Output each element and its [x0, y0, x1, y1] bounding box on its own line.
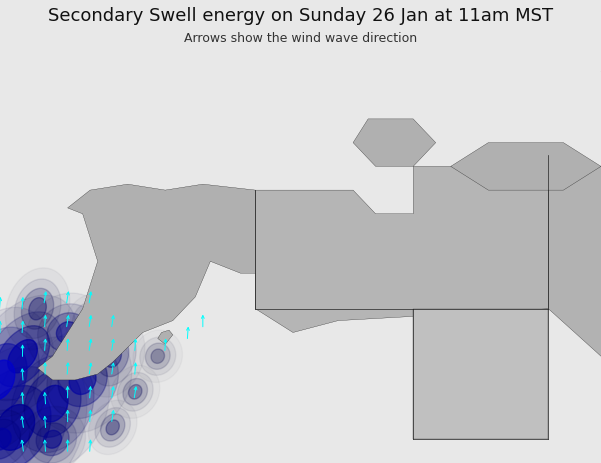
Polygon shape: [0, 367, 67, 463]
Polygon shape: [29, 415, 76, 463]
Polygon shape: [129, 385, 142, 399]
Polygon shape: [0, 344, 87, 463]
Polygon shape: [145, 344, 170, 369]
Polygon shape: [84, 314, 97, 328]
Polygon shape: [22, 289, 53, 330]
Polygon shape: [0, 405, 35, 450]
Polygon shape: [123, 379, 147, 405]
Polygon shape: [255, 167, 549, 333]
Polygon shape: [38, 304, 97, 361]
Text: Arrows show the wind wave direction: Arrows show the wind wave direction: [184, 31, 417, 44]
Polygon shape: [0, 399, 41, 463]
Polygon shape: [47, 313, 88, 352]
Polygon shape: [20, 407, 85, 463]
Polygon shape: [24, 370, 81, 438]
Polygon shape: [11, 355, 94, 453]
Polygon shape: [140, 338, 175, 375]
Polygon shape: [58, 354, 107, 407]
Polygon shape: [549, 167, 601, 357]
Polygon shape: [0, 386, 51, 463]
Polygon shape: [0, 419, 20, 459]
Polygon shape: [69, 366, 96, 394]
Polygon shape: [78, 308, 102, 334]
Polygon shape: [0, 428, 11, 450]
Polygon shape: [0, 360, 15, 400]
Polygon shape: [0, 410, 30, 463]
Polygon shape: [37, 386, 68, 422]
Polygon shape: [0, 337, 109, 463]
Polygon shape: [36, 423, 69, 456]
Polygon shape: [100, 414, 125, 441]
Polygon shape: [97, 336, 129, 377]
Polygon shape: [26, 294, 109, 372]
Polygon shape: [104, 345, 121, 368]
Polygon shape: [56, 322, 79, 344]
Polygon shape: [106, 420, 120, 435]
Text: Secondary Swell energy on Sunday 26 Jan at 11am MST: Secondary Swell energy on Sunday 26 Jan …: [48, 6, 553, 25]
Polygon shape: [413, 309, 549, 439]
Polygon shape: [0, 344, 27, 416]
Polygon shape: [47, 342, 118, 419]
Polygon shape: [451, 144, 601, 191]
Polygon shape: [0, 295, 77, 417]
Polygon shape: [34, 327, 132, 433]
Polygon shape: [14, 280, 61, 339]
Polygon shape: [0, 326, 50, 387]
Polygon shape: [353, 119, 436, 167]
Polygon shape: [95, 408, 130, 447]
Polygon shape: [158, 331, 172, 344]
Polygon shape: [37, 185, 255, 380]
Polygon shape: [8, 340, 37, 373]
Polygon shape: [72, 301, 108, 340]
Polygon shape: [44, 431, 61, 448]
Polygon shape: [0, 308, 54, 453]
Polygon shape: [29, 298, 46, 320]
Polygon shape: [0, 312, 62, 401]
Polygon shape: [0, 327, 40, 433]
Polygon shape: [151, 349, 165, 363]
Polygon shape: [117, 373, 153, 411]
Polygon shape: [90, 327, 136, 386]
